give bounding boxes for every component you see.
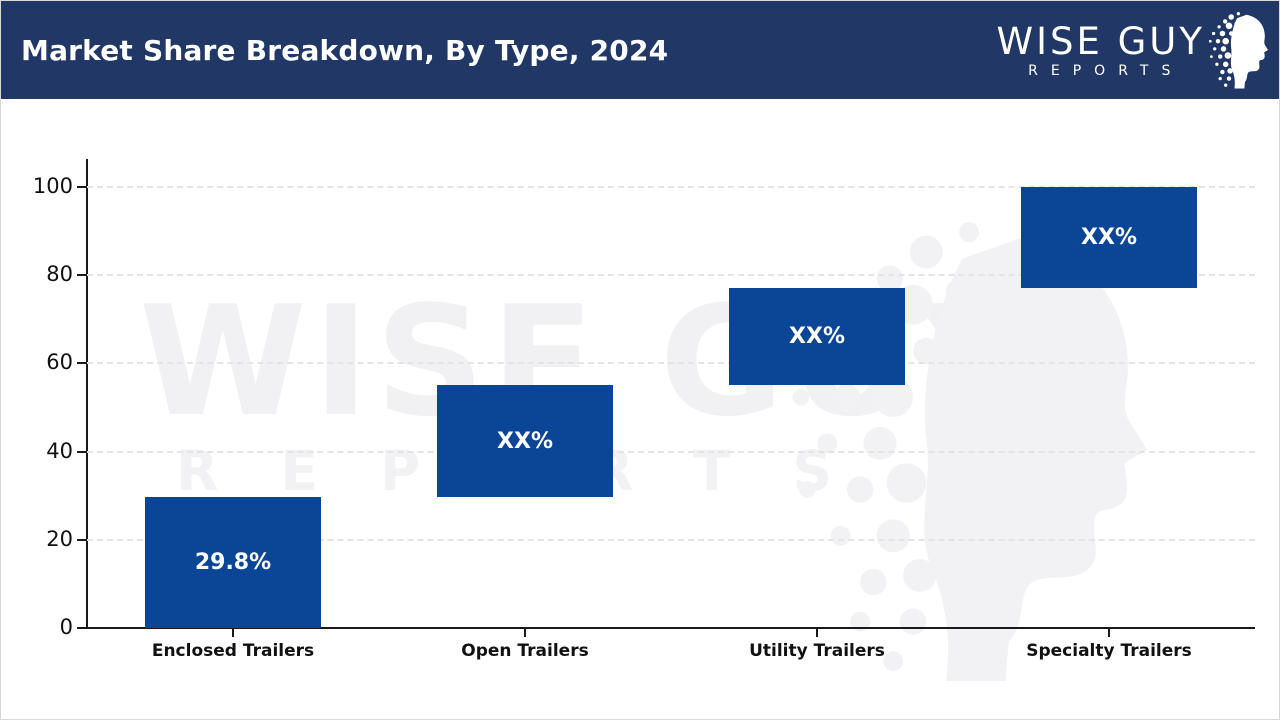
y-tick-40 xyxy=(77,450,86,453)
bar-open-trailers: XX% xyxy=(437,385,613,497)
y-tick-label-60: 60 xyxy=(46,350,73,375)
y-tick-100 xyxy=(77,186,86,188)
bar-value-label: XX% xyxy=(1081,225,1137,251)
gridline-100 xyxy=(87,186,1255,188)
x-tick-specialty-trailers xyxy=(1108,629,1110,637)
header-bar: Market Share Breakdown, By Type, 2024 WI… xyxy=(1,1,1279,99)
bar-utility-trailers: XX% xyxy=(729,288,905,386)
y-tick-label-0: 0 xyxy=(59,615,73,639)
x-tick-enclosed-trailers xyxy=(232,629,234,637)
y-axis xyxy=(86,159,88,629)
x-tick-open-trailers xyxy=(524,629,526,637)
y-tick-label-100: 100 xyxy=(32,174,73,198)
y-tick-label-20: 20 xyxy=(46,526,73,551)
page-title: Market Share Breakdown, By Type, 2024 xyxy=(21,33,669,67)
x-tick-label-specialty-trailers: Specialty Trailers xyxy=(1026,641,1192,661)
y-tick-20 xyxy=(77,538,86,541)
brand-logo-text: WISE GUY REPORTS xyxy=(997,23,1205,78)
y-tick-80 xyxy=(77,274,86,277)
x-tick-label-utility-trailers: Utility Trailers xyxy=(749,641,885,661)
x-tick-label-open-trailers: Open Trailers xyxy=(461,641,589,661)
gridline-80 xyxy=(87,274,1255,277)
brand-name: WISE GUY xyxy=(996,19,1205,63)
bar-enclosed-trailers: 29.8% xyxy=(145,496,321,628)
x-tick-utility-trailers xyxy=(816,629,818,637)
gridline-20 xyxy=(87,538,1255,541)
gridline-60 xyxy=(87,362,1255,365)
y-tick-label-80: 80 xyxy=(46,262,73,287)
bar-specialty-trailers: XX% xyxy=(1021,187,1197,289)
gridline-40 xyxy=(87,450,1255,453)
x-axis xyxy=(85,627,1255,629)
x-tick-label-enclosed-trailers: Enclosed Trailers xyxy=(151,641,315,661)
bar-value-label: XX% xyxy=(789,324,845,350)
bar-value-label: XX% xyxy=(497,428,553,454)
bar-value-label: 29.8% xyxy=(194,549,272,575)
brand-subtitle: REPORTS xyxy=(1028,62,1184,79)
brand-logo: WISE GUY REPORTS xyxy=(997,8,1273,92)
y-tick-60 xyxy=(77,362,86,365)
y-tick-0 xyxy=(77,627,86,629)
y-tick-label-40: 40 xyxy=(46,438,73,463)
